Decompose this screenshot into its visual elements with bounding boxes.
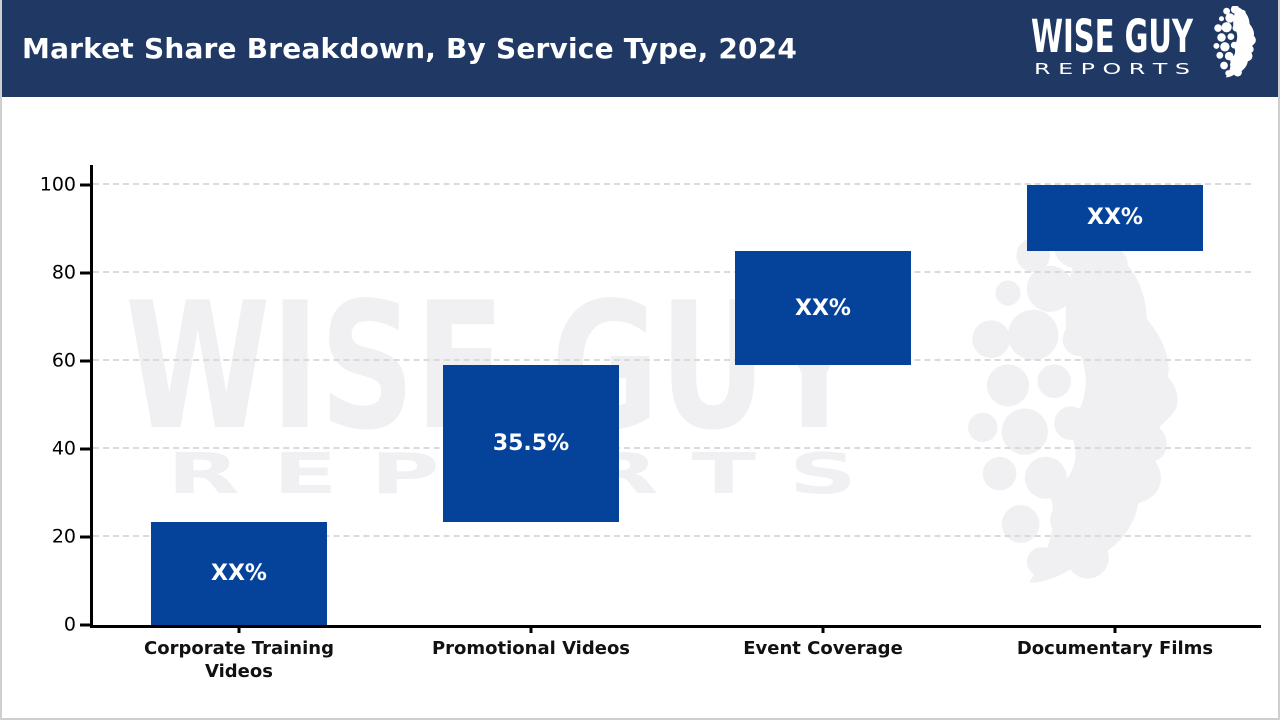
- y-tick-mark: [80, 183, 90, 187]
- y-tick-mark: [80, 359, 90, 363]
- gridline: [93, 182, 1251, 185]
- bar-value-label: XX%: [211, 560, 267, 586]
- y-tick-label: 100: [39, 173, 76, 196]
- bar: XX%: [735, 250, 911, 366]
- bar: XX%: [151, 521, 327, 625]
- y-tick-label: 80: [51, 261, 76, 284]
- gridline: [93, 534, 1251, 537]
- x-tick-mark: [821, 625, 825, 633]
- bar: 35.5%: [443, 365, 619, 522]
- x-category-label: Promotional Videos: [431, 638, 631, 659]
- gridline: [93, 270, 1251, 273]
- y-tick-label: 0: [63, 613, 76, 636]
- y-tick-mark: [80, 271, 90, 275]
- x-category-label: Corporate Training Videos: [144, 638, 334, 682]
- x-category-label: Documentary Films: [1016, 638, 1214, 659]
- gridline: [93, 358, 1251, 361]
- title-bar: Market Share Breakdown, By Service Type,…: [2, 0, 1278, 97]
- bar-value-label: XX%: [795, 295, 851, 321]
- gridline: [93, 446, 1251, 449]
- y-tick-mark: [80, 535, 90, 539]
- bar: XX%: [1027, 184, 1203, 251]
- wiseguy-logo: WISE GUY R E P O R T S: [1031, 6, 1256, 78]
- x-tick-mark: [1113, 625, 1117, 633]
- y-tick-label: 60: [51, 349, 76, 372]
- logo-head-icon: [1213, 6, 1256, 78]
- plot-area: 0 20 40 60 80 100 XX% Corporate Training Videos…: [40, 165, 1261, 682]
- bar-value-label: XX%: [1087, 205, 1143, 231]
- logo-brand-text: WISE GUY: [1031, 10, 1194, 63]
- logo-reports-text: R E P O R T S: [1034, 60, 1190, 78]
- y-tick-label: 20: [51, 525, 76, 548]
- y-tick-mark: [80, 447, 90, 451]
- y-tick-label: 40: [51, 437, 76, 460]
- x-tick-mark: [529, 625, 533, 633]
- chart-title: Market Share Breakdown, By Service Type,…: [22, 32, 798, 65]
- y-tick-mark: [80, 623, 90, 627]
- x-category-label: Event Coverage: [743, 638, 903, 659]
- bar-value-label: 35.5%: [492, 430, 570, 456]
- x-tick-mark: [237, 625, 241, 633]
